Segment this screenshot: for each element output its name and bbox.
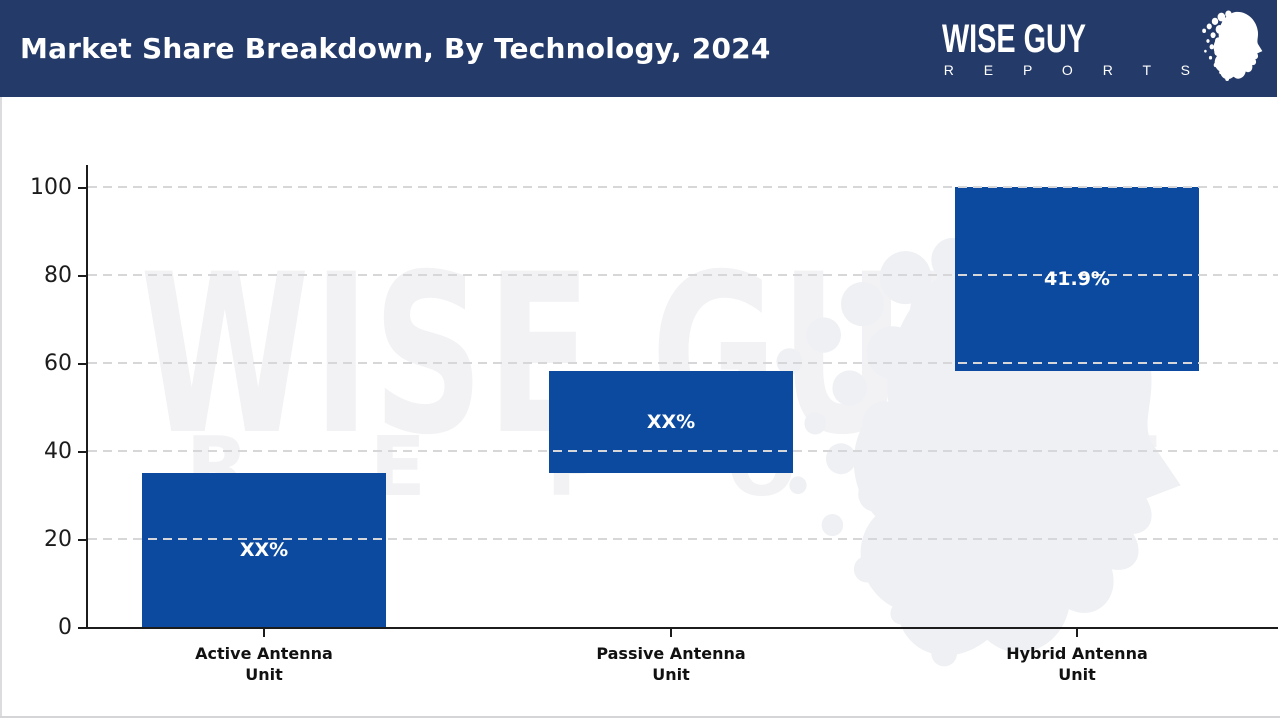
logo-name-text: WISE GUY xyxy=(941,17,1086,61)
y-tick-label: 20 xyxy=(44,526,72,552)
dotted-head-icon xyxy=(1199,9,1263,89)
y-tick-mark xyxy=(78,627,86,629)
waterfall-bar-segment xyxy=(549,371,793,473)
gridline xyxy=(88,449,1278,452)
y-tick-mark xyxy=(78,362,86,365)
x-tick-mark xyxy=(1076,629,1078,637)
wise-guy-logo: WISE GUY R E P O R T S xyxy=(942,9,1263,89)
bar-value-label: XX% xyxy=(239,538,289,561)
y-tick-mark xyxy=(78,274,86,277)
waterfall-bar-segment xyxy=(955,186,1199,372)
y-tick-mark xyxy=(78,538,86,541)
header-bar: Market Share Breakdown, By Technology, 2… xyxy=(0,0,1277,97)
logo-text: WISE GUY R E P O R T S xyxy=(942,19,1203,78)
bar-value-label: 41.9% xyxy=(1044,267,1110,290)
y-tick-label: 100 xyxy=(30,174,72,200)
bar-value-label: XX% xyxy=(646,410,696,433)
gridline xyxy=(88,537,1278,540)
y-tick-label: 60 xyxy=(44,350,72,376)
y-tick-label: 40 xyxy=(44,438,72,464)
y-tick-label: 0 xyxy=(58,615,72,640)
y-tick-mark xyxy=(78,450,86,453)
waterfall-chart: WISE GUY R E P O R T S XX%XX%41.9%020406… xyxy=(0,97,1280,720)
gridline xyxy=(88,361,1278,364)
y-tick-mark xyxy=(78,186,86,189)
x-axis-line xyxy=(86,627,1278,629)
x-tick-mark xyxy=(263,629,265,637)
category-label: Passive Antenna Unit xyxy=(596,644,746,684)
gridline xyxy=(88,273,1278,276)
page-title: Market Share Breakdown, By Technology, 2… xyxy=(20,32,771,65)
category-label: Active Antenna Unit xyxy=(195,644,333,684)
y-tick-label: 80 xyxy=(44,262,72,288)
y-axis-line xyxy=(86,165,88,629)
waterfall-bar-segment xyxy=(142,472,386,627)
frame-border-left xyxy=(0,97,2,718)
gridline xyxy=(88,185,1278,188)
logo-sub-text: R E P O R T S xyxy=(943,62,1203,78)
category-label: Hybrid Antenna Unit xyxy=(1006,644,1148,684)
x-tick-mark xyxy=(670,629,672,637)
frame-border-bottom xyxy=(0,716,1280,718)
